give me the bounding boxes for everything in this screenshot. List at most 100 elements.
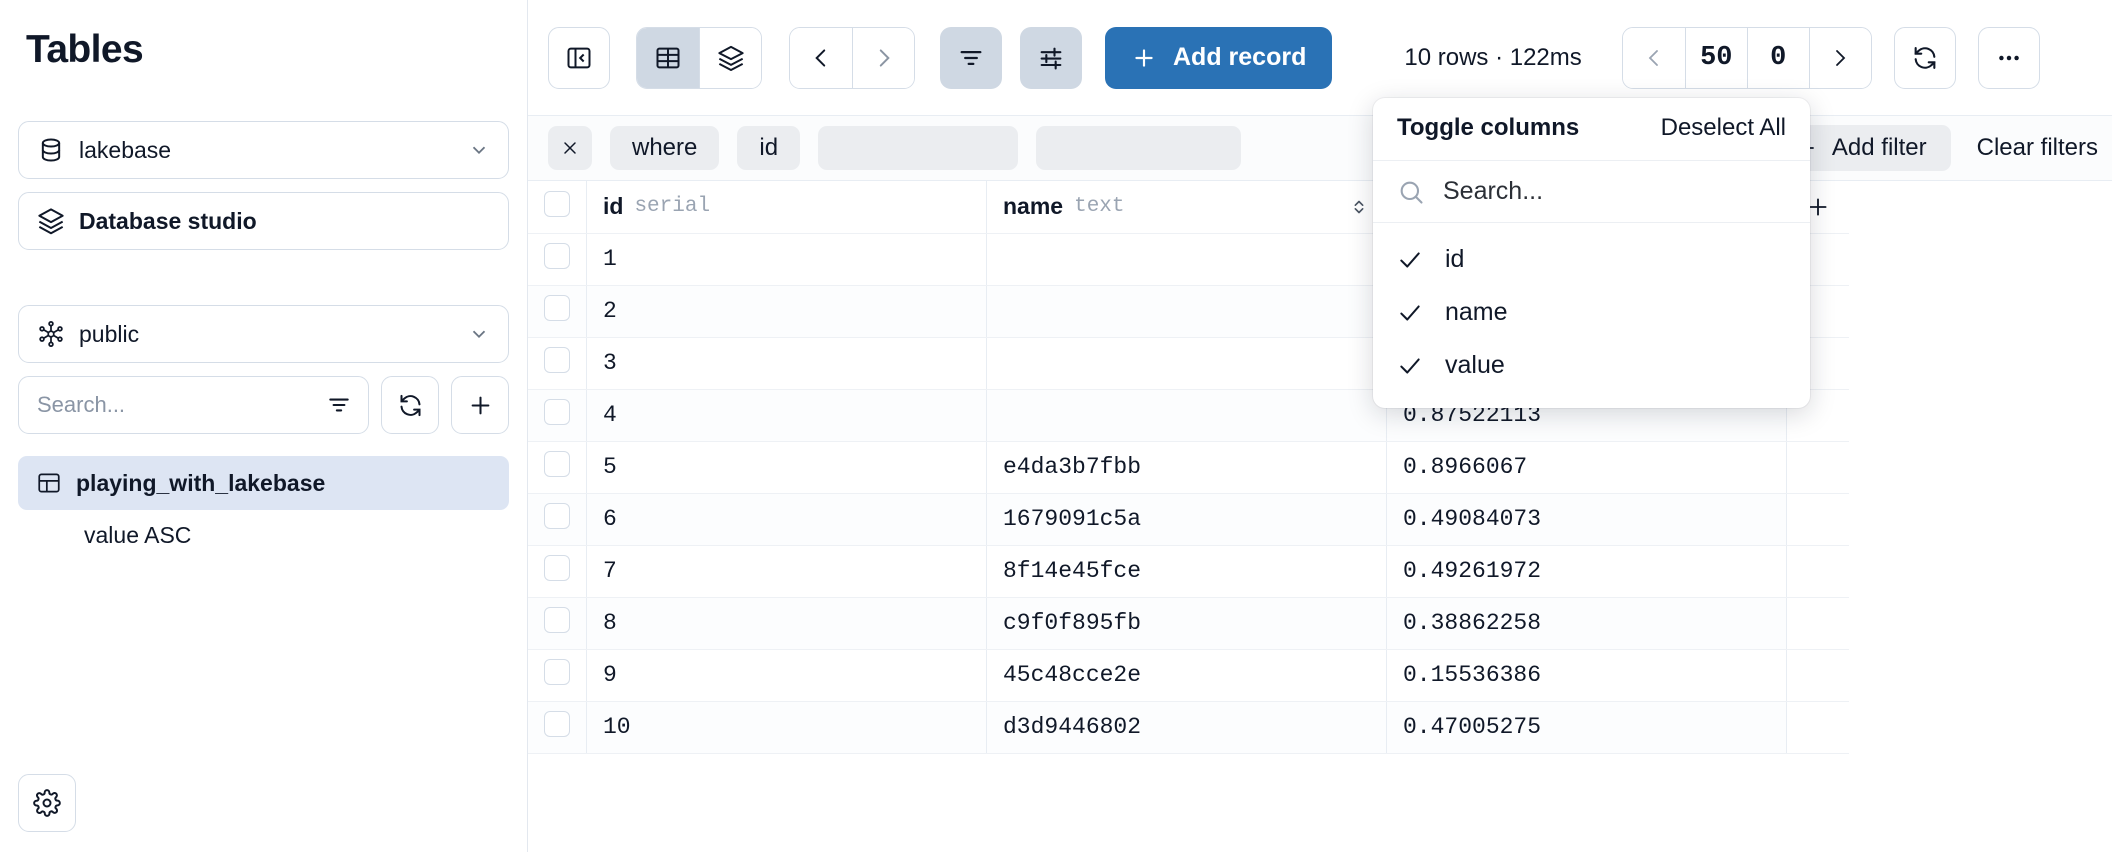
- prev-record-button[interactable]: [790, 27, 852, 88]
- table-row[interactable]: 8 c9f0f895fb 0.38862258: [528, 597, 1849, 650]
- dropdown-item-id[interactable]: id: [1373, 233, 1810, 286]
- cell-name[interactable]: 45c48cce2e: [986, 649, 1387, 702]
- cell-id[interactable]: 4: [586, 389, 987, 442]
- column-type: text: [1074, 195, 1125, 219]
- row-checkbox-cell[interactable]: [528, 597, 587, 650]
- row-checkbox-cell[interactable]: [528, 701, 587, 754]
- refresh-button[interactable]: [1893, 26, 1956, 89]
- table-row[interactable]: 9 45c48cce2e 0.15536386: [528, 649, 1849, 702]
- cell-id[interactable]: 9: [586, 649, 987, 702]
- schema-selector[interactable]: public: [18, 305, 509, 363]
- select-all-header[interactable]: [528, 181, 587, 234]
- database-studio-button[interactable]: Database studio: [18, 192, 509, 250]
- table-row[interactable]: 5 e4da3b7fbb 0.8966067: [528, 441, 1849, 494]
- cell-name[interactable]: d3d9446802: [986, 701, 1387, 754]
- cell-id[interactable]: 6: [586, 493, 987, 546]
- checkbox-icon[interactable]: [544, 346, 570, 373]
- cell-id[interactable]: 5: [586, 441, 987, 494]
- cell-value[interactable]: 0.38862258: [1386, 597, 1787, 650]
- filter-icon[interactable]: [326, 392, 352, 418]
- cell-value[interactable]: 0.49084073: [1386, 493, 1787, 546]
- cell-name[interactable]: [986, 337, 1387, 390]
- cell-id[interactable]: 3: [586, 337, 987, 390]
- cell-name[interactable]: [986, 233, 1387, 286]
- layers-view-icon: [717, 44, 745, 72]
- row-checkbox-cell[interactable]: [528, 285, 587, 338]
- sidebar-item-playing-with-lakebase[interactable]: playing_with_lakebase: [18, 456, 509, 510]
- sidebar-search-field[interactable]: [18, 376, 369, 434]
- add-record-button[interactable]: Add record: [1105, 26, 1333, 89]
- table-row[interactable]: 4 0.87522113: [528, 389, 1849, 442]
- dropdown-search-field[interactable]: [1373, 161, 1810, 223]
- checkbox-icon[interactable]: [544, 658, 570, 685]
- row-checkbox-cell[interactable]: [528, 649, 587, 702]
- layers-view-button[interactable]: [699, 27, 761, 88]
- row-checkbox-cell[interactable]: [528, 389, 587, 442]
- cell-name[interactable]: 8f14e45fce: [986, 545, 1387, 598]
- column-header-name[interactable]: name text: [986, 181, 1387, 234]
- row-checkbox-cell[interactable]: [528, 233, 587, 286]
- row-end-cell: [1786, 493, 1849, 546]
- page-next-button[interactable]: [1808, 27, 1871, 88]
- row-checkbox-cell[interactable]: [528, 493, 587, 546]
- sidebar-search-row: [18, 376, 509, 434]
- checkbox-icon[interactable]: [544, 450, 570, 477]
- checkbox-icon[interactable]: [544, 191, 570, 218]
- add-table-button[interactable]: [451, 376, 509, 434]
- cell-value[interactable]: 0.49261972: [1386, 545, 1787, 598]
- page-limit-input[interactable]: 50: [1684, 27, 1747, 88]
- remove-filter-button[interactable]: [548, 126, 592, 170]
- database-selector[interactable]: lakebase: [18, 121, 509, 179]
- cell-name[interactable]: c9f0f895fb: [986, 597, 1387, 650]
- dropdown-item-value[interactable]: value: [1373, 339, 1810, 392]
- deselect-all-button[interactable]: Deselect All: [1660, 114, 1786, 141]
- checkbox-icon[interactable]: [544, 554, 570, 581]
- plus-icon: [467, 392, 494, 419]
- checkbox-icon[interactable]: [544, 398, 570, 425]
- dropdown-item-name[interactable]: name: [1373, 286, 1810, 339]
- dropdown-search-input[interactable]: [1443, 177, 1786, 206]
- clear-filters-button[interactable]: Clear filters: [1976, 134, 2098, 161]
- refresh-tables-button[interactable]: [381, 376, 439, 434]
- checkbox-icon[interactable]: [544, 710, 570, 737]
- checkbox-icon[interactable]: [544, 606, 570, 633]
- check-icon: [1397, 300, 1423, 326]
- cell-id[interactable]: 2: [586, 285, 987, 338]
- filter-toggle-button[interactable]: [940, 26, 1002, 89]
- search-input[interactable]: [37, 392, 326, 418]
- page-offset-input[interactable]: 0: [1746, 27, 1809, 88]
- column-header-id[interactable]: id serial: [586, 181, 987, 234]
- cell-name[interactable]: e4da3b7fbb: [986, 441, 1387, 494]
- sort-icon[interactable]: [1348, 196, 1370, 218]
- collapse-sidebar-button[interactable]: [548, 26, 610, 89]
- row-checkbox-cell[interactable]: [528, 337, 587, 390]
- cell-value[interactable]: 0.47005275: [1386, 701, 1787, 754]
- filter-value-input[interactable]: [1036, 126, 1242, 170]
- cell-id[interactable]: 8: [586, 597, 987, 650]
- more-options-button[interactable]: [1977, 26, 2040, 89]
- cell-id[interactable]: 7: [586, 545, 987, 598]
- row-checkbox-cell[interactable]: [528, 545, 587, 598]
- filter-operator-select[interactable]: [818, 126, 1019, 170]
- cell-name[interactable]: [986, 285, 1387, 338]
- next-record-button[interactable]: [852, 27, 914, 88]
- table-row[interactable]: 10 d3d9446802 0.47005275: [528, 701, 1849, 754]
- checkbox-icon[interactable]: [544, 502, 570, 529]
- checkbox-icon[interactable]: [544, 294, 570, 321]
- cell-id[interactable]: 1: [586, 233, 987, 286]
- grid-view-button[interactable]: [637, 27, 699, 88]
- checkbox-icon[interactable]: [544, 242, 570, 269]
- table-row[interactable]: 7 8f14e45fce 0.49261972: [528, 545, 1849, 598]
- column-settings-button[interactable]: [1020, 26, 1082, 89]
- cell-value[interactable]: 0.15536386: [1386, 649, 1787, 702]
- settings-button[interactable]: [18, 774, 76, 832]
- row-checkbox-cell[interactable]: [528, 441, 587, 494]
- cell-name[interactable]: 1679091c5a: [986, 493, 1387, 546]
- table-row[interactable]: 6 1679091c5a 0.49084073: [528, 493, 1849, 546]
- cell-id[interactable]: 10: [586, 701, 987, 754]
- cell-name[interactable]: [986, 389, 1387, 442]
- cell-value[interactable]: 0.8966067: [1386, 441, 1787, 494]
- filter-field-select[interactable]: id: [737, 126, 801, 170]
- page-prev-button[interactable]: [1622, 27, 1685, 88]
